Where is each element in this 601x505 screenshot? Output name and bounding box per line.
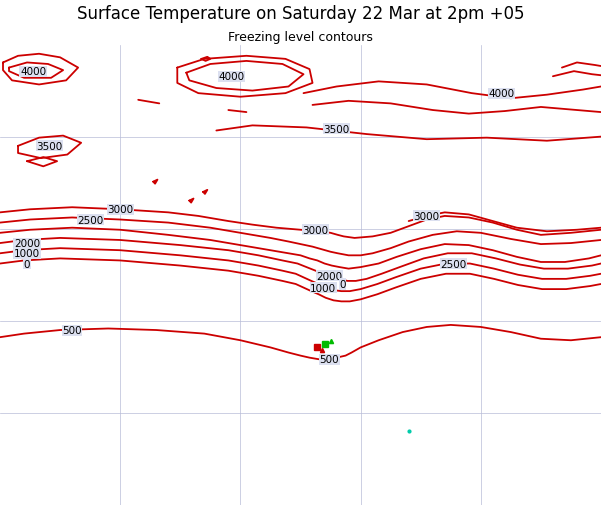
Text: 500: 500 (63, 325, 82, 335)
Text: 3000: 3000 (413, 212, 440, 222)
Text: 3500: 3500 (323, 125, 350, 135)
Text: Freezing level contours: Freezing level contours (228, 31, 373, 44)
Text: 0: 0 (340, 279, 346, 289)
Text: 2500: 2500 (441, 259, 467, 269)
Text: 1000: 1000 (310, 283, 337, 293)
Text: Surface Temperature on Saturday 22 Mar at 2pm +05: Surface Temperature on Saturday 22 Mar a… (77, 5, 524, 23)
Text: 3000: 3000 (107, 205, 133, 215)
Text: 2500: 2500 (77, 215, 103, 225)
Text: 500: 500 (320, 355, 339, 365)
Text: 4000: 4000 (20, 67, 46, 77)
Text: 2000: 2000 (316, 271, 343, 281)
Text: 1000: 1000 (14, 249, 40, 259)
Text: 0: 0 (24, 259, 30, 269)
Text: 2000: 2000 (14, 238, 40, 248)
Text: 3500: 3500 (36, 141, 63, 152)
Text: 4000: 4000 (218, 72, 245, 82)
Text: 4000: 4000 (489, 89, 515, 99)
Text: 3000: 3000 (302, 225, 329, 235)
